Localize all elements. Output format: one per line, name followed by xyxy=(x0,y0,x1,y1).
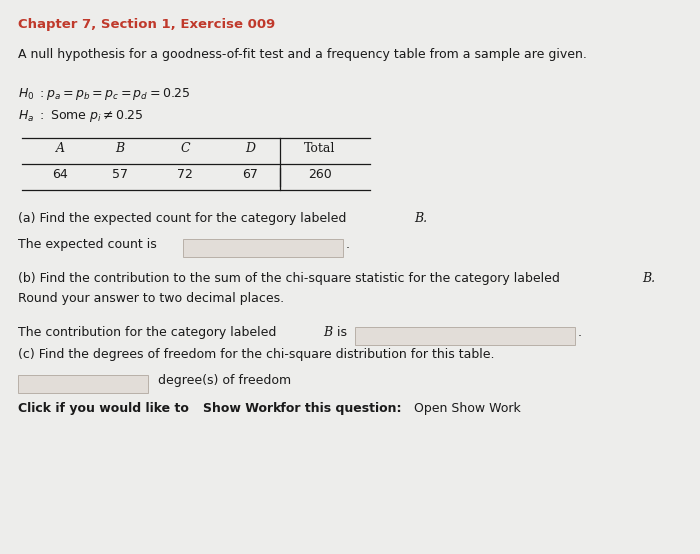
Text: Round your answer to two decimal places.: Round your answer to two decimal places. xyxy=(18,292,284,305)
Text: is: is xyxy=(333,326,347,339)
Text: for this question:: for this question: xyxy=(276,402,402,415)
Text: B: B xyxy=(323,326,332,339)
Text: B.: B. xyxy=(414,212,427,225)
Text: 64: 64 xyxy=(52,168,68,181)
Text: B.: B. xyxy=(642,272,655,285)
Text: The contribution for the category labeled: The contribution for the category labele… xyxy=(18,326,281,339)
Text: D: D xyxy=(245,142,255,155)
Text: Click if you would like to: Click if you would like to xyxy=(18,402,193,415)
Text: (c) Find the degrees of freedom for the chi-square distribution for this table.: (c) Find the degrees of freedom for the … xyxy=(18,348,494,361)
Text: (b) Find the contribution to the sum of the chi-square statistic for the categor: (b) Find the contribution to the sum of … xyxy=(18,272,564,285)
Text: Show Work: Show Work xyxy=(203,402,281,415)
Text: 260: 260 xyxy=(308,168,332,181)
Text: $H_0$ $: p_a = p_b = p_c = p_d = 0.25$: $H_0$ $: p_a = p_b = p_c = p_d = 0.25$ xyxy=(18,86,190,102)
Text: B: B xyxy=(116,142,125,155)
Text: Open Show Work: Open Show Work xyxy=(406,402,521,415)
Text: 72: 72 xyxy=(177,168,193,181)
FancyBboxPatch shape xyxy=(183,239,343,257)
Text: 67: 67 xyxy=(242,168,258,181)
Text: .: . xyxy=(346,238,350,251)
Text: Total: Total xyxy=(304,142,336,155)
Text: .: . xyxy=(578,326,582,339)
Text: (a) Find the expected count for the category labeled: (a) Find the expected count for the cate… xyxy=(18,212,351,225)
FancyBboxPatch shape xyxy=(355,327,575,345)
Text: degree(s) of freedom: degree(s) of freedom xyxy=(158,374,291,387)
Text: A: A xyxy=(55,142,64,155)
Text: Chapter 7, Section 1, Exercise 009: Chapter 7, Section 1, Exercise 009 xyxy=(18,18,275,31)
Text: A null hypothesis for a goodness-of-fit test and a frequency table from a sample: A null hypothesis for a goodness-of-fit … xyxy=(18,48,587,61)
Text: C: C xyxy=(180,142,190,155)
Text: $H_a$ $:$ Some $p_i \neq 0.25$: $H_a$ $:$ Some $p_i \neq 0.25$ xyxy=(18,108,144,124)
FancyBboxPatch shape xyxy=(18,375,148,393)
Text: 57: 57 xyxy=(112,168,128,181)
Text: The expected count is: The expected count is xyxy=(18,238,157,251)
